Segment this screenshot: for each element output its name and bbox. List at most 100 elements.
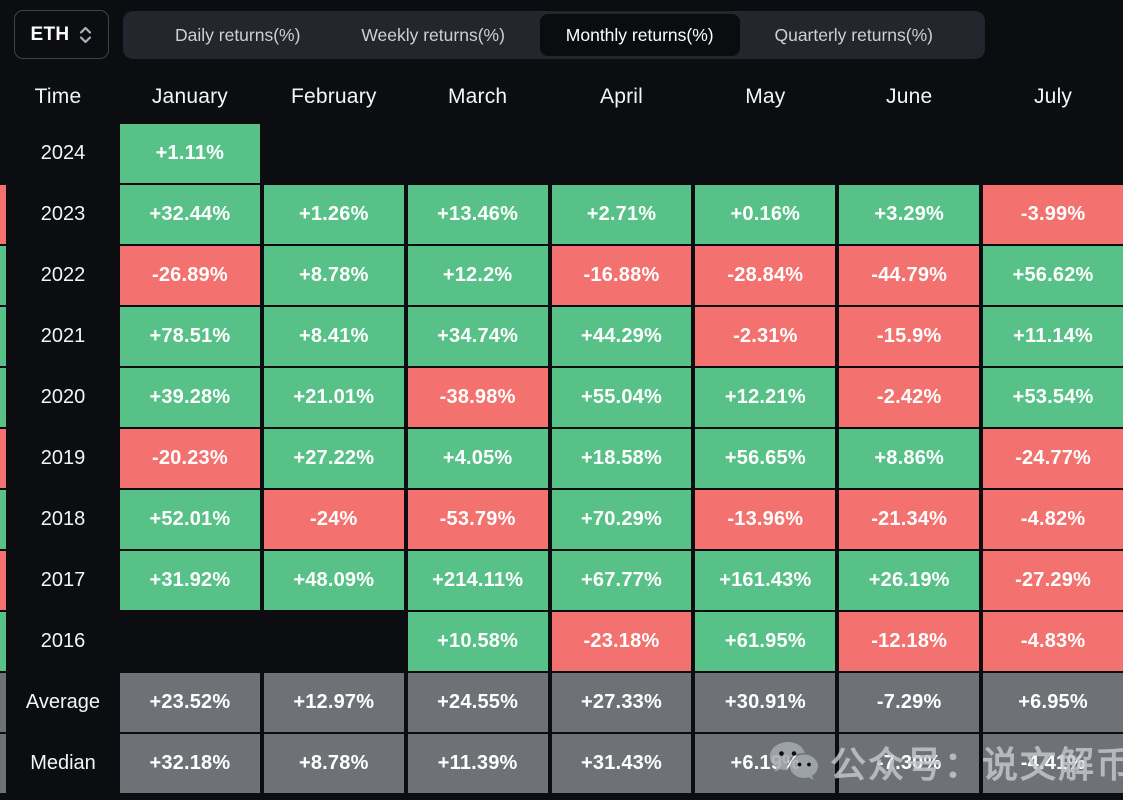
return-cell-2020-july: +53.54% <box>983 368 1123 427</box>
return-cell-2021-april: +44.29% <box>551 307 692 366</box>
empty-cell <box>552 124 692 183</box>
return-cell-2020-may: +12.21% <box>695 368 836 427</box>
row-label-2018: 2018 <box>40 508 86 530</box>
column-header-june: June <box>886 85 933 108</box>
row-edge-sliver <box>0 368 6 427</box>
row-label-2017: 2017 <box>40 569 86 591</box>
return-cell-2017-march: +214.11% <box>407 551 548 610</box>
return-cell-2020-april: +55.04% <box>551 368 692 427</box>
tab-weekly[interactable]: Weekly returns(%) <box>361 24 505 45</box>
column-header-march: March <box>447 85 508 108</box>
return-cell-2022-june: -44.79% <box>839 246 980 305</box>
return-cell-average-february: +12.97% <box>263 673 404 732</box>
return-cell-2017-june: +26.19% <box>839 551 980 610</box>
empty-cell <box>695 124 835 183</box>
row-label-2021: 2021 <box>40 325 86 347</box>
return-cell-2019-june: +8.86% <box>839 429 980 488</box>
return-cell-2018-january: +52.01% <box>120 490 260 549</box>
return-cell-2018-february: -24% <box>263 490 404 549</box>
row-label-2020: 2020 <box>40 386 86 408</box>
return-cell-2017-april: +67.77% <box>551 551 692 610</box>
column-header-time: Time <box>34 85 82 108</box>
return-cell-2016-april: -23.18% <box>551 612 692 671</box>
column-header-february: February <box>290 85 377 108</box>
returns-tabbar: Daily returns(%) Weekly returns(%) Monthly… <box>123 11 985 59</box>
return-cell-2023-march: +13.46% <box>407 185 548 244</box>
return-cell-average-april: +27.33% <box>551 673 692 732</box>
return-cell-2020-march: -38.98% <box>407 368 548 427</box>
return-cell-median-may: +6.19% <box>695 734 836 793</box>
return-cell-median-june: -7.30% <box>839 734 980 793</box>
return-cell-2017-january: +31.92% <box>120 551 260 610</box>
return-cell-2023-february: +1.26% <box>263 185 404 244</box>
symbol-select[interactable]: ETH <box>14 10 109 59</box>
return-cell-2023-june: +3.29% <box>839 185 980 244</box>
tab-daily[interactable]: Daily returns(%) <box>175 24 301 45</box>
return-cell-2023-april: +2.71% <box>551 185 692 244</box>
return-cell-2019-july: -24.77% <box>983 429 1123 488</box>
return-cell-median-february: +8.78% <box>263 734 404 793</box>
column-header-april: April <box>599 85 643 108</box>
return-cell-2016-july: -4.83% <box>983 612 1123 671</box>
return-cell-2022-january: -26.89% <box>120 246 260 305</box>
row-label-2023: 2023 <box>40 203 86 225</box>
return-cell-2018-may: -13.96% <box>695 490 836 549</box>
return-cell-2022-july: +56.62% <box>983 246 1123 305</box>
symbol-label: ETH <box>30 23 70 45</box>
column-header-july: July <box>1033 85 1073 108</box>
return-cell-2022-march: +12.2% <box>407 246 548 305</box>
row-edge-sliver <box>0 307 6 366</box>
return-cell-2017-february: +48.09% <box>263 551 404 610</box>
return-cell-average-january: +23.52% <box>120 673 260 732</box>
row-edge-sliver <box>0 551 6 610</box>
return-cell-2023-january: +32.44% <box>120 185 260 244</box>
row-label-2019: 2019 <box>40 447 86 469</box>
return-cell-2021-june: -15.9% <box>839 307 980 366</box>
row-edge-sliver <box>0 246 6 305</box>
returns-table: 2024 +1.11% 2023 +32.44% +1.26% +13.46% +2.71%… <box>0 124 1123 793</box>
row-label-2016: 2016 <box>40 630 86 652</box>
empty-cell <box>408 124 548 183</box>
updown-chevron-icon <box>79 25 92 45</box>
empty-cell <box>839 124 979 183</box>
return-cell-2016-march: +10.58% <box>407 612 548 671</box>
return-cell-2018-april: +70.29% <box>551 490 692 549</box>
table-header-row: Time January February March April May June July <box>0 70 1123 124</box>
return-cell-2019-january: -20.23% <box>120 429 260 488</box>
return-cell-2022-april: -16.88% <box>551 246 692 305</box>
empty-cell <box>983 124 1123 183</box>
return-cell-2016-may: +61.95% <box>695 612 836 671</box>
row-label-2024: 2024 <box>40 142 86 164</box>
return-cell-2023-may: +0.16% <box>695 185 836 244</box>
return-cell-2021-july: +11.14% <box>983 307 1123 366</box>
return-cell-2016-june: -12.18% <box>839 612 980 671</box>
return-cell-average-march: +24.55% <box>407 673 548 732</box>
return-cell-2019-february: +27.22% <box>263 429 404 488</box>
row-label-average: Average <box>25 691 101 713</box>
tab-monthly[interactable]: Monthly returns(%) <box>539 14 740 56</box>
return-cell-2018-june: -21.34% <box>839 490 980 549</box>
return-cell-2021-march: +34.74% <box>407 307 548 366</box>
tab-quarterly[interactable]: Quarterly returns(%) <box>774 24 933 45</box>
return-cell-2022-may: -28.84% <box>695 246 836 305</box>
empty-cell <box>264 124 404 183</box>
return-cell-2018-july: -4.82% <box>983 490 1123 549</box>
return-cell-2023-july: -3.99% <box>983 185 1123 244</box>
empty-cell <box>264 612 404 671</box>
return-cell-2019-may: +56.65% <box>695 429 836 488</box>
row-edge-sliver <box>0 490 6 549</box>
return-cell-2024-january: +1.11% <box>120 124 260 183</box>
return-cell-2022-february: +8.78% <box>263 246 404 305</box>
return-cell-2020-june: -2.42% <box>839 368 980 427</box>
return-cell-average-july: +6.95% <box>983 673 1123 732</box>
row-edge-sliver <box>0 429 6 488</box>
row-edge-sliver <box>0 673 6 732</box>
return-cell-average-june: -7.29% <box>839 673 980 732</box>
column-header-may: May <box>745 85 786 108</box>
return-cell-median-march: +11.39% <box>407 734 548 793</box>
column-header-january: January <box>151 85 228 108</box>
return-cell-2020-february: +21.01% <box>263 368 404 427</box>
return-cell-2017-july: -27.29% <box>983 551 1123 610</box>
return-cell-2021-may: -2.31% <box>695 307 836 366</box>
